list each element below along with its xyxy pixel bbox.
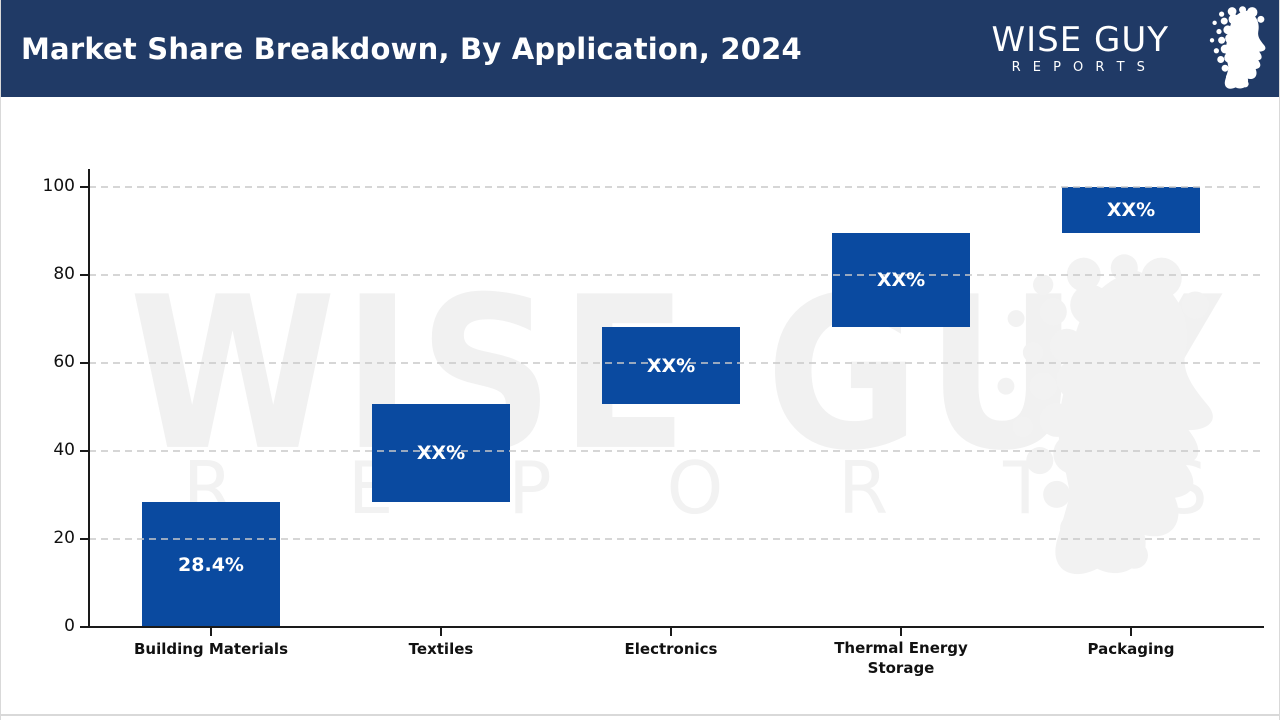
bar-textiles	[372, 404, 510, 503]
wise-guy-logo: WISE GUY R E P O R T S	[991, 5, 1267, 93]
y-tick-40	[80, 450, 89, 452]
x-category-text: Packaging	[1087, 640, 1175, 658]
x-axis-line	[88, 626, 1264, 628]
gridline-20	[89, 538, 1263, 540]
bar-value-label: XX%	[876, 269, 926, 292]
x-category-text: Building Materials	[133, 640, 289, 658]
header: Market Share Breakdown, By Application, …	[1, 0, 1279, 97]
bar-value-label: XX%	[416, 442, 466, 465]
bar-electronics	[602, 326, 740, 405]
y-tick-label-40: 40	[53, 440, 75, 460]
y-tick-label-80: 80	[53, 264, 75, 284]
logo-text: WISE GUY R E P O R T S	[991, 23, 1169, 75]
y-tick-label-100: 100	[42, 176, 75, 196]
x-category-label: Packaging	[1016, 639, 1246, 660]
bar-value-label: XX%	[1106, 199, 1156, 222]
page-title: Market Share Breakdown, By Application, …	[21, 31, 802, 66]
x-tick-3	[900, 628, 902, 636]
y-tick-label-60: 60	[53, 352, 75, 372]
x-tick-0	[210, 628, 212, 636]
logo-face-icon	[1209, 5, 1266, 89]
gridline-100	[89, 186, 1263, 188]
x-category-label: Textiles	[326, 639, 556, 660]
x-category-text: Electronics	[624, 640, 718, 658]
y-tick-100	[80, 186, 89, 188]
bar-thermal-energy-storage	[832, 233, 970, 327]
logo-subtitle: R E P O R T S	[1011, 59, 1149, 75]
plot-area: 28.4% XX% XX% XX% XX%	[89, 186, 1263, 627]
y-tick-label-20: 20	[53, 528, 75, 548]
gridline-80	[89, 274, 1263, 276]
y-tick-20	[80, 538, 89, 540]
x-category-text: Textiles	[408, 640, 474, 658]
x-tick-4	[1130, 628, 1132, 636]
y-tick-60	[80, 362, 89, 364]
y-tick-80	[80, 274, 89, 276]
bar-packaging	[1062, 187, 1200, 234]
bar-building-materials	[142, 502, 280, 627]
x-category-text: Thermal Energy Storage	[834, 639, 968, 677]
x-tick-1	[440, 628, 442, 636]
x-category-label: Thermal Energy Storage	[786, 639, 1016, 678]
watermark-face-icon	[997, 254, 1213, 575]
logo-wordmark: WISE GUY	[991, 19, 1169, 60]
bottom-divider	[1, 714, 1279, 716]
y-axis-line	[88, 169, 90, 628]
gridline-60	[89, 362, 1263, 364]
x-category-label: Building Materials	[96, 639, 326, 660]
x-category-label: Electronics	[556, 639, 786, 660]
x-tick-2	[670, 628, 672, 636]
gridline-40	[89, 450, 1263, 452]
y-tick-0	[80, 626, 89, 628]
y-tick-label-0: 0	[64, 616, 75, 636]
bar-value-label: 28.4%	[178, 553, 244, 576]
bar-value-label: XX%	[646, 354, 696, 377]
